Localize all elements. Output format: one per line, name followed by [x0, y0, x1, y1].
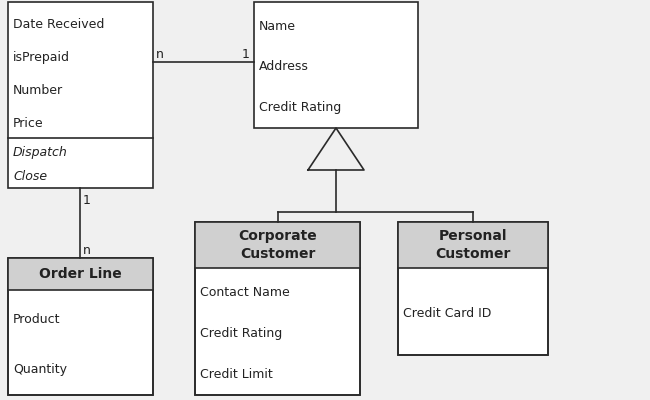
- Bar: [8, 258, 153, 395]
- Bar: [398, 222, 548, 268]
- Text: n: n: [156, 48, 164, 60]
- Text: Personal
Customer: Personal Customer: [436, 229, 511, 261]
- Text: Price: Price: [13, 117, 44, 130]
- Bar: [8, 258, 153, 395]
- Text: Close: Close: [13, 170, 47, 183]
- Text: Address: Address: [259, 60, 309, 74]
- Text: isPrepaid: isPrepaid: [13, 51, 70, 64]
- Bar: [398, 222, 548, 355]
- Text: Credit Card ID: Credit Card ID: [403, 307, 491, 320]
- Bar: [8, 258, 153, 290]
- Text: n: n: [83, 244, 91, 256]
- Text: Credit Rating: Credit Rating: [200, 327, 282, 340]
- Bar: [8, 2, 153, 188]
- Bar: [254, 2, 418, 128]
- Text: 1: 1: [242, 48, 250, 60]
- Text: 1: 1: [83, 194, 91, 206]
- Text: Credit Limit: Credit Limit: [200, 368, 273, 381]
- Text: Corporate
Customer: Corporate Customer: [238, 229, 317, 261]
- Bar: [398, 222, 548, 355]
- Text: Order Line: Order Line: [39, 267, 122, 281]
- Bar: [195, 222, 360, 395]
- Text: Credit Rating: Credit Rating: [259, 101, 341, 114]
- Text: Product: Product: [13, 313, 60, 326]
- Text: Quantity: Quantity: [13, 363, 67, 376]
- Text: Contact Name: Contact Name: [200, 286, 290, 299]
- Text: Name: Name: [259, 20, 296, 33]
- Bar: [195, 222, 360, 268]
- Text: Date Received: Date Received: [13, 18, 105, 31]
- Text: Number: Number: [13, 84, 63, 97]
- Bar: [195, 222, 360, 395]
- Text: Dispatch: Dispatch: [13, 146, 68, 159]
